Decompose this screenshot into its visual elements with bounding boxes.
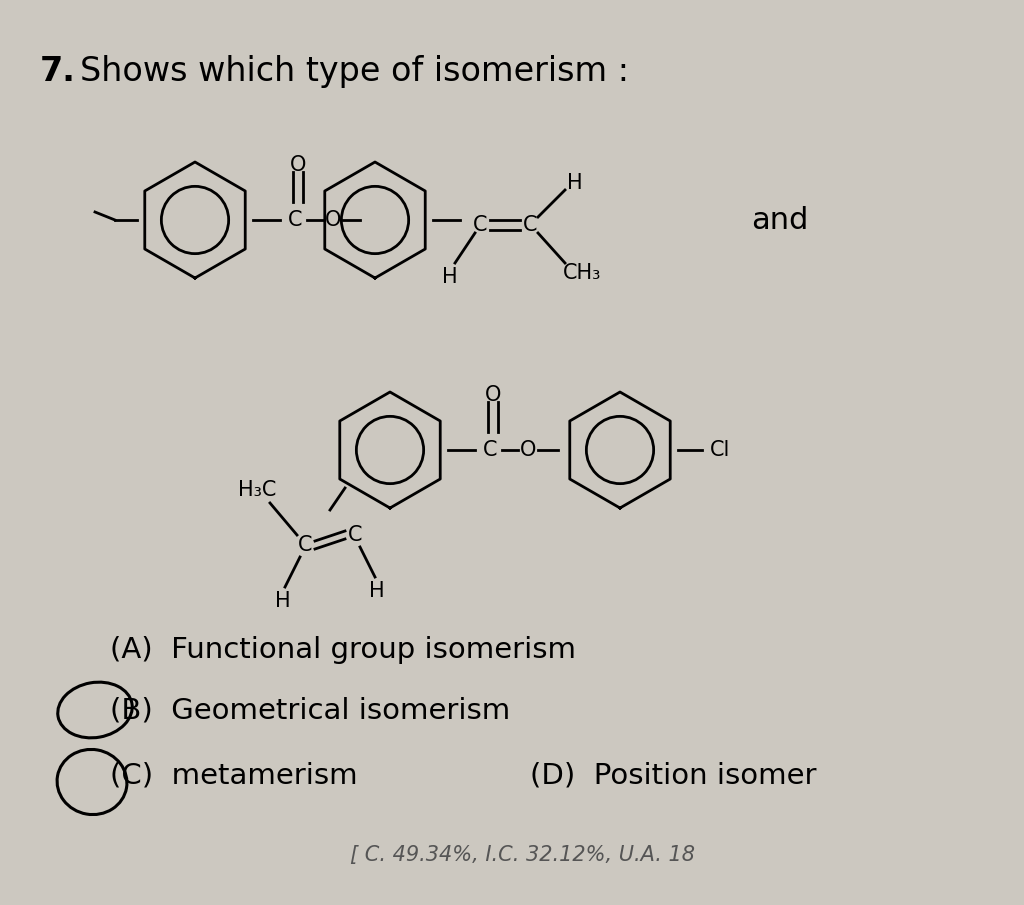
Text: O: O: [290, 155, 306, 175]
Text: 7.: 7.: [40, 55, 76, 88]
Text: H: H: [442, 267, 458, 287]
Text: (B)  Geometrical isomerism: (B) Geometrical isomerism: [110, 696, 510, 724]
Text: H: H: [370, 581, 385, 601]
Text: C: C: [298, 535, 312, 555]
Text: H: H: [275, 591, 291, 611]
Text: H₃C: H₃C: [238, 480, 276, 500]
Text: Shows which type of isomerism :: Shows which type of isomerism :: [80, 55, 629, 88]
Text: (C)  metamerism: (C) metamerism: [110, 761, 357, 789]
Text: H: H: [567, 173, 583, 193]
Text: [ C. 49.34%, I.C. 32.12%, U.A. 18: [ C. 49.34%, I.C. 32.12%, U.A. 18: [350, 845, 695, 865]
Text: (D)  Position isomer: (D) Position isomer: [530, 761, 816, 789]
Text: C: C: [288, 210, 302, 230]
Text: Cl: Cl: [710, 440, 730, 460]
Text: O: O: [325, 210, 341, 230]
Text: O: O: [484, 385, 501, 405]
Text: CH₃: CH₃: [563, 263, 601, 283]
Text: C: C: [482, 440, 498, 460]
Text: O: O: [520, 440, 537, 460]
Text: C: C: [473, 215, 487, 235]
Text: C: C: [522, 215, 538, 235]
Text: (A)  Functional group isomerism: (A) Functional group isomerism: [110, 636, 575, 664]
Text: C: C: [348, 525, 362, 545]
Text: and: and: [752, 205, 809, 234]
